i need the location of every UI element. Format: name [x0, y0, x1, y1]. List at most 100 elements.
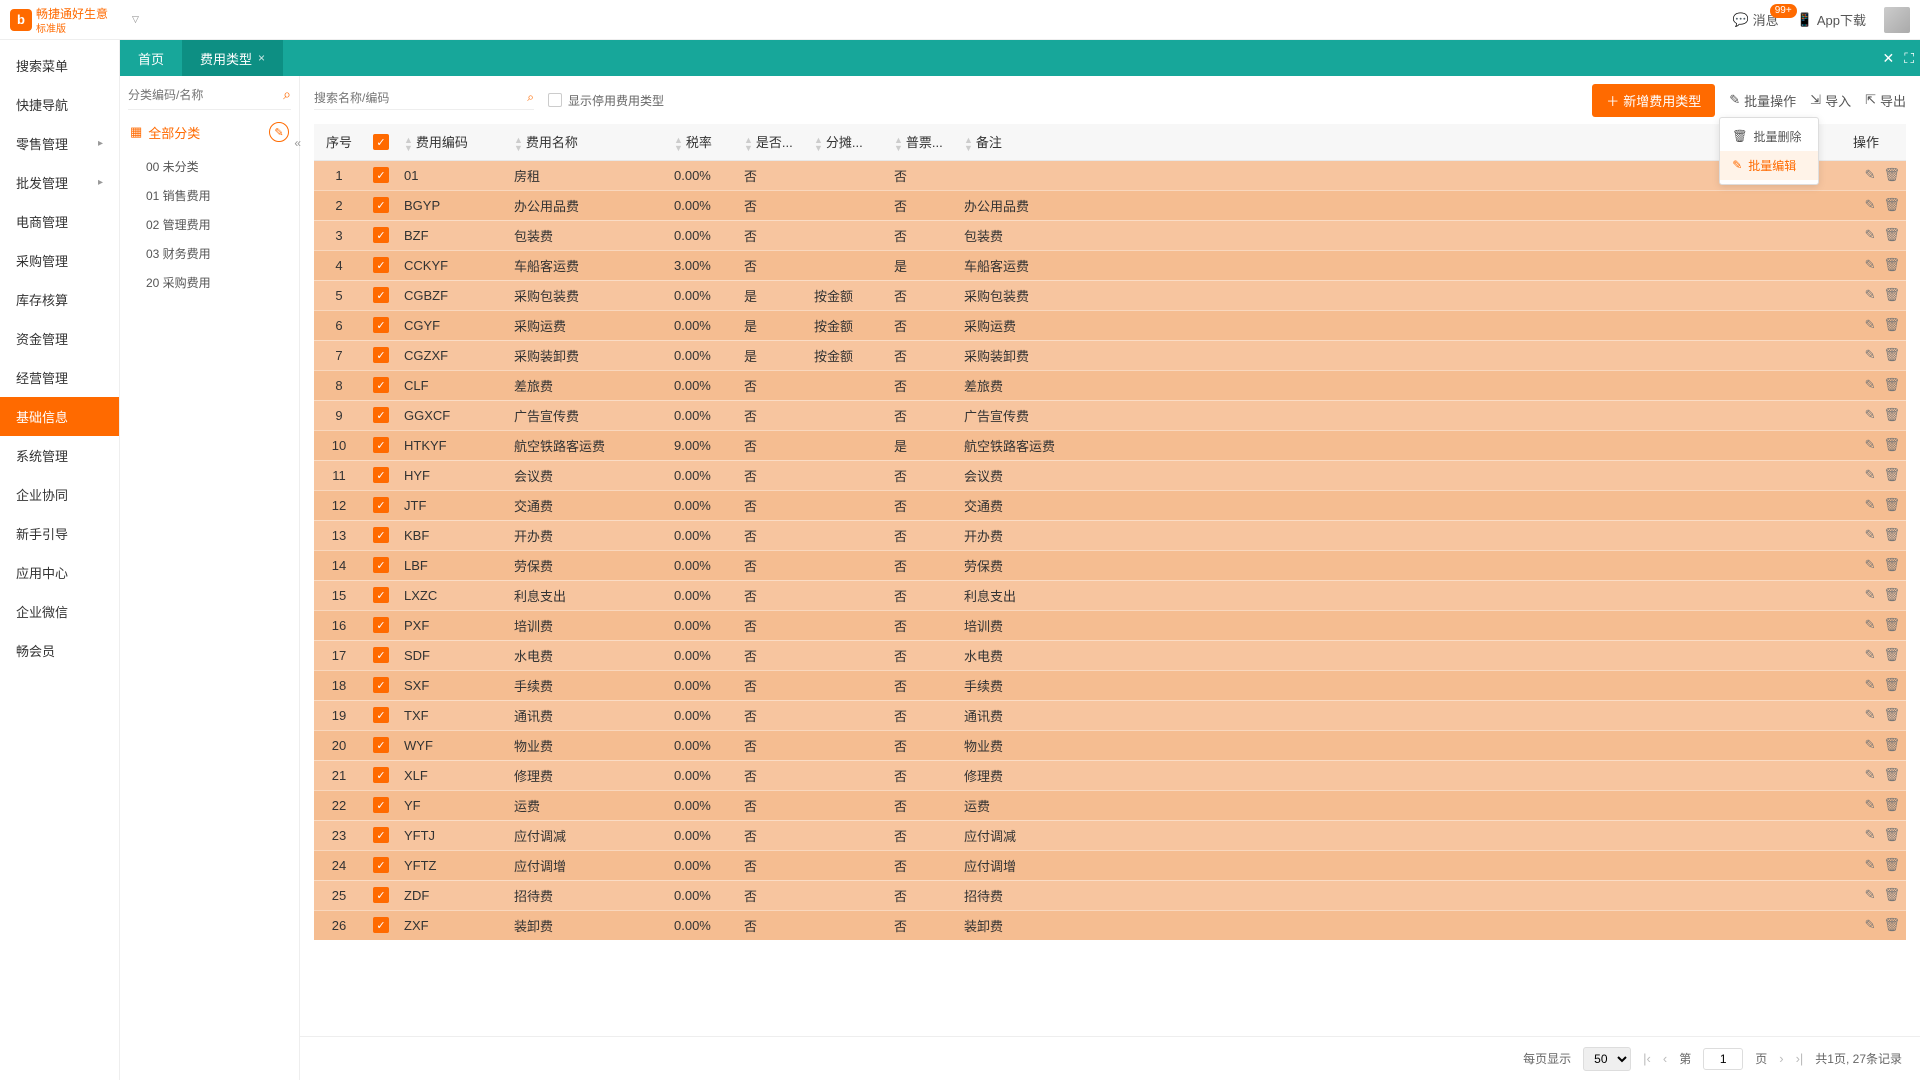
table-row[interactable]: 19✓TXF通讯费0.00%否否通讯费✎🗑 — [314, 700, 1906, 730]
cell-checkbox[interactable]: ✓ — [364, 670, 398, 700]
table-row[interactable]: 14✓LBF劳保费0.00%否否劳保费✎🗑 — [314, 550, 1906, 580]
org-dropdown-icon[interactable]: ▽ — [132, 14, 139, 25]
col-rate[interactable]: ▲▼税率 — [668, 124, 738, 160]
tab-close-icon[interactable]: ✕ — [1882, 50, 1894, 67]
tab-1[interactable]: 费用类型× — [182, 40, 283, 76]
sidebar-item-8[interactable]: 经营管理 — [0, 358, 119, 397]
sidebar-item-4[interactable]: 电商管理 — [0, 202, 119, 241]
prev-page-icon[interactable]: ‹ — [1663, 1051, 1667, 1066]
table-row[interactable]: 10✓HTKYF航空铁路客运费9.00%否是航空铁路客运费✎🗑 — [314, 430, 1906, 460]
table-row[interactable]: 12✓JTF交通费0.00%否否交通费✎🗑 — [314, 490, 1906, 520]
cell-checkbox[interactable]: ✓ — [364, 310, 398, 340]
delete-row-icon[interactable]: 🗑 — [1883, 647, 1900, 662]
table-row[interactable]: 7✓CGZXF采购装卸费0.00%是按金额否采购装卸费✎🗑 — [314, 340, 1906, 370]
sidebar-item-9[interactable]: 基础信息 — [0, 397, 119, 436]
table-row[interactable]: 22✓YF运费0.00%否否运费✎🗑 — [314, 790, 1906, 820]
delete-row-icon[interactable]: 🗑 — [1883, 467, 1900, 482]
col-deduct[interactable]: ▲▼是否... — [738, 124, 808, 160]
col-index[interactable]: 序号 — [314, 124, 364, 160]
cell-checkbox[interactable]: ✓ — [364, 910, 398, 940]
delete-row-icon[interactable]: 🗑 — [1883, 917, 1900, 932]
batch-edit-item[interactable]: ✎ 批量编辑 — [1720, 151, 1818, 180]
batch-delete-item[interactable]: 🗑 批量删除 — [1720, 122, 1818, 151]
delete-row-icon[interactable]: 🗑 — [1883, 707, 1900, 722]
tree-item-1[interactable]: 01 销售费用 — [142, 181, 291, 210]
edit-row-icon[interactable]: ✎ — [1865, 857, 1876, 872]
delete-row-icon[interactable]: 🗑 — [1883, 587, 1900, 602]
tree-all-categories[interactable]: ▦ 全部分类 ✎ — [128, 118, 291, 146]
app-download-button[interactable]: 📱 App下载 — [1797, 10, 1866, 29]
cell-checkbox[interactable]: ✓ — [364, 700, 398, 730]
edit-row-icon[interactable]: ✎ — [1865, 407, 1876, 422]
edit-row-icon[interactable]: ✎ — [1865, 437, 1876, 452]
cell-checkbox[interactable]: ✓ — [364, 640, 398, 670]
sidebar-item-11[interactable]: 企业协同 — [0, 475, 119, 514]
next-page-icon[interactable]: › — [1779, 1051, 1783, 1066]
edit-row-icon[interactable]: ✎ — [1865, 557, 1876, 572]
page-input[interactable] — [1703, 1048, 1743, 1070]
cell-checkbox[interactable]: ✓ — [364, 880, 398, 910]
tab-close-icon[interactable]: × — [258, 51, 265, 65]
table-row[interactable]: 25✓ZDF招待费0.00%否否招待费✎🗑 — [314, 880, 1906, 910]
import-button[interactable]: ⇲ 导入 — [1810, 91, 1851, 110]
cell-checkbox[interactable]: ✓ — [364, 190, 398, 220]
cell-checkbox[interactable]: ✓ — [364, 280, 398, 310]
cell-checkbox[interactable]: ✓ — [364, 520, 398, 550]
edit-row-icon[interactable]: ✎ — [1865, 317, 1876, 332]
table-row[interactable]: 24✓YFTZ应付调增0.00%否否应付调增✎🗑 — [314, 850, 1906, 880]
sidebar-item-3[interactable]: 批发管理▸ — [0, 163, 119, 202]
table-row[interactable]: 21✓XLF修理费0.00%否否修理费✎🗑 — [314, 760, 1906, 790]
sidebar-item-6[interactable]: 库存核算 — [0, 280, 119, 319]
fullscreen-icon[interactable]: ⛶ — [1904, 50, 1914, 67]
table-row[interactable]: 20✓WYF物业费0.00%否否物业费✎🗑 — [314, 730, 1906, 760]
cell-checkbox[interactable]: ✓ — [364, 460, 398, 490]
delete-row-icon[interactable]: 🗑 — [1883, 677, 1900, 692]
delete-row-icon[interactable]: 🗑 — [1883, 347, 1900, 362]
cell-checkbox[interactable]: ✓ — [364, 430, 398, 460]
delete-row-icon[interactable]: 🗑 — [1883, 857, 1900, 872]
messages-button[interactable]: 💬 消息 99+ — [1732, 10, 1778, 29]
table-row[interactable]: 23✓YFTJ应付调减0.00%否否应付调减✎🗑 — [314, 820, 1906, 850]
table-row[interactable]: 11✓HYF会议费0.00%否否会议费✎🗑 — [314, 460, 1906, 490]
edit-row-icon[interactable]: ✎ — [1865, 827, 1876, 842]
edit-row-icon[interactable]: ✎ — [1865, 287, 1876, 302]
table-row[interactable]: 26✓ZXF装卸费0.00%否否装卸费✎🗑 — [314, 910, 1906, 940]
delete-row-icon[interactable]: 🗑 — [1883, 527, 1900, 542]
first-page-icon[interactable]: |‹ — [1643, 1051, 1651, 1066]
cell-checkbox[interactable]: ✓ — [364, 490, 398, 520]
edit-row-icon[interactable]: ✎ — [1865, 707, 1876, 722]
edit-row-icon[interactable]: ✎ — [1865, 227, 1876, 242]
cell-checkbox[interactable]: ✓ — [364, 220, 398, 250]
export-button[interactable]: ⇱ 导出 — [1865, 91, 1906, 110]
table-row[interactable]: 9✓GGXCF广告宣传费0.00%否否广告宣传费✎🗑 — [314, 400, 1906, 430]
table-row[interactable]: 2✓BGYP办公用品费0.00%否否办公用品费✎🗑 — [314, 190, 1906, 220]
table-row[interactable]: 15✓LXZC利息支出0.00%否否利息支出✎🗑 — [314, 580, 1906, 610]
last-page-icon[interactable]: ›| — [1796, 1051, 1804, 1066]
col-share[interactable]: ▲▼分摊... — [808, 124, 888, 160]
table-row[interactable]: 3✓BZF包装费0.00%否否包装费✎🗑 — [314, 220, 1906, 250]
cell-checkbox[interactable]: ✓ — [364, 610, 398, 640]
batch-operations-button[interactable]: ✎ 批量操作 🗑 批量删除 ✎ 批量编辑 — [1729, 91, 1796, 110]
search-input[interactable] — [314, 91, 521, 105]
edit-row-icon[interactable]: ✎ — [1865, 767, 1876, 782]
edit-row-icon[interactable]: ✎ — [1865, 587, 1876, 602]
tree-search-input[interactable] — [128, 88, 283, 102]
sidebar-item-14[interactable]: 企业微信 — [0, 592, 119, 631]
col-checkbox[interactable]: ✓ — [364, 124, 398, 160]
cell-checkbox[interactable]: ✓ — [364, 580, 398, 610]
sidebar-item-5[interactable]: 采购管理 — [0, 241, 119, 280]
col-name[interactable]: ▲▼费用名称 — [508, 124, 668, 160]
edit-row-icon[interactable]: ✎ — [1865, 797, 1876, 812]
edit-row-icon[interactable]: ✎ — [1865, 257, 1876, 272]
edit-row-icon[interactable]: ✎ — [1865, 917, 1876, 932]
edit-row-icon[interactable]: ✎ — [1865, 647, 1876, 662]
sidebar-item-12[interactable]: 新手引导 — [0, 514, 119, 553]
table-row[interactable]: 17✓SDF水电费0.00%否否水电费✎🗑 — [314, 640, 1906, 670]
sidebar-item-0[interactable]: 搜索菜单 — [0, 46, 119, 85]
col-ticket[interactable]: ▲▼普票... — [888, 124, 958, 160]
sidebar-item-1[interactable]: 快捷导航 — [0, 85, 119, 124]
edit-row-icon[interactable]: ✎ — [1865, 347, 1876, 362]
table-row[interactable]: 8✓CLF差旅费0.00%否否差旅费✎🗑 — [314, 370, 1906, 400]
tree-edit-icon[interactable]: ✎ — [269, 122, 289, 142]
edit-row-icon[interactable]: ✎ — [1865, 737, 1876, 752]
